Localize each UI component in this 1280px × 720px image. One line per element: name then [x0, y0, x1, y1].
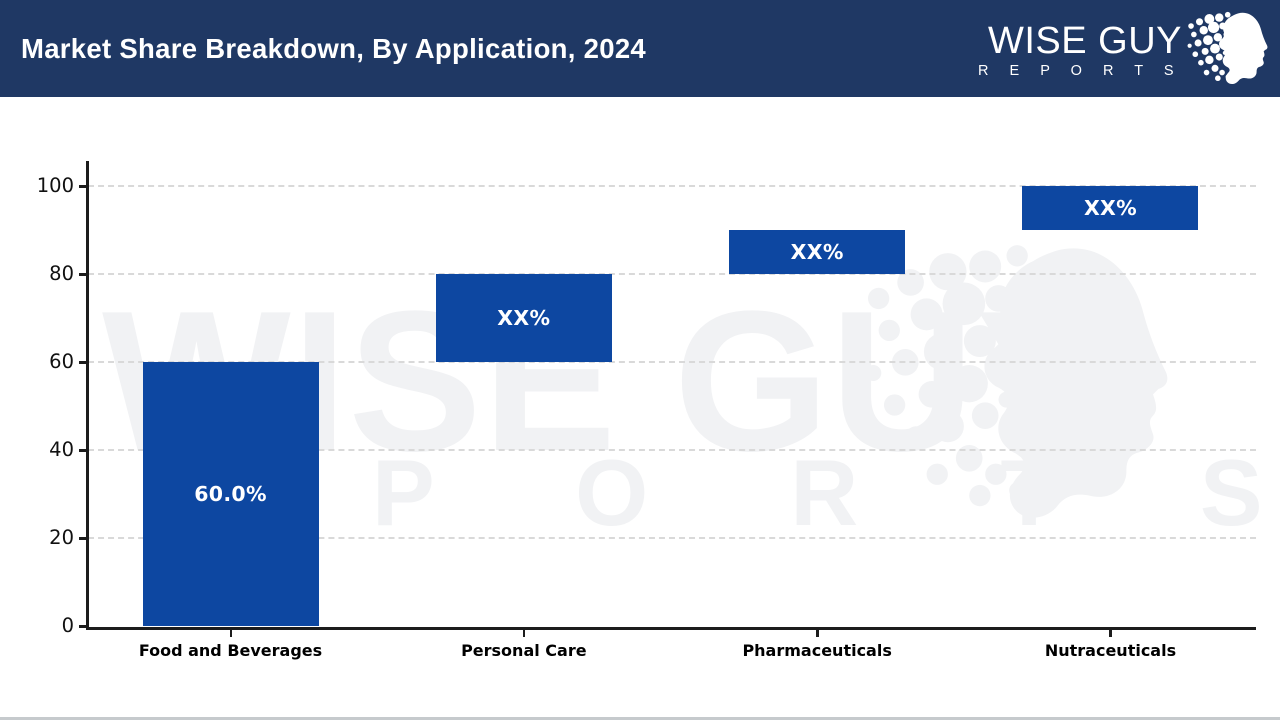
y-tick-label-40: 40	[49, 438, 74, 461]
gridline-80	[88, 273, 1256, 275]
chart-area: WISE GUY P O R T S 60.0% Food and Beverag…	[0, 97, 1280, 717]
y-tick-100	[79, 185, 88, 188]
logo-face-icon	[1187, 11, 1268, 85]
bar-pharmaceuticals: XX%	[729, 230, 906, 274]
x-tick-pharmaceuticals	[816, 629, 819, 637]
y-tick-80	[79, 273, 88, 276]
y-tick-60	[79, 361, 88, 364]
x-axis-label-food-and-beverages: Food and Beverages	[138, 641, 323, 660]
gridline-100	[88, 185, 1256, 187]
y-tick-label-20: 20	[49, 526, 74, 549]
x-axis-label-personal-care: Personal Care	[461, 641, 587, 660]
y-tick-40	[79, 449, 88, 452]
header: Market Share Breakdown, By Application, …	[0, 0, 1280, 97]
page-bottom-divider	[0, 717, 1280, 720]
y-tick-0	[79, 625, 88, 628]
x-tick-nutraceuticals	[1109, 629, 1112, 637]
bar-nutraceuticals: XX%	[1022, 186, 1199, 230]
logo-subtitle: R E P O R T S	[978, 62, 1182, 79]
bar-value-label: XX%	[1083, 196, 1138, 220]
page-title: Market Share Breakdown, By Application, …	[21, 32, 647, 64]
x-axis-label-nutraceuticals: Nutraceuticals	[1044, 641, 1177, 660]
bar-value-label: XX%	[790, 240, 844, 264]
x-tick-personal-care	[522, 629, 526, 637]
bar-personal-care: XX%	[435, 274, 612, 362]
wise-guy-logo: WISE GUY R E P O R T S	[978, 7, 1270, 93]
bar-food-and-beverages: 60.0%	[142, 362, 319, 626]
x-axis-label-pharmaceuticals: Pharmaceuticals	[742, 641, 892, 660]
gridline-40	[88, 449, 1256, 451]
y-tick-label-100: 100	[36, 174, 74, 197]
logo-text: WISE GUY R E P O R T S	[978, 21, 1182, 80]
x-axis-line	[86, 627, 1256, 630]
gridline-20	[88, 537, 1256, 539]
y-axis-line	[86, 161, 89, 629]
y-tick-20	[79, 537, 88, 540]
y-tick-label-0: 0	[61, 614, 74, 637]
bar-value-label: XX%	[497, 306, 551, 330]
bar-value-label: 60.0%	[194, 482, 267, 506]
logo-wordmark: WISE GUY	[987, 19, 1182, 62]
gridline-60	[88, 361, 1256, 363]
y-tick-label-60: 60	[49, 350, 74, 373]
y-tick-label-80: 80	[49, 262, 74, 285]
x-tick-food-and-beverages	[229, 629, 232, 637]
